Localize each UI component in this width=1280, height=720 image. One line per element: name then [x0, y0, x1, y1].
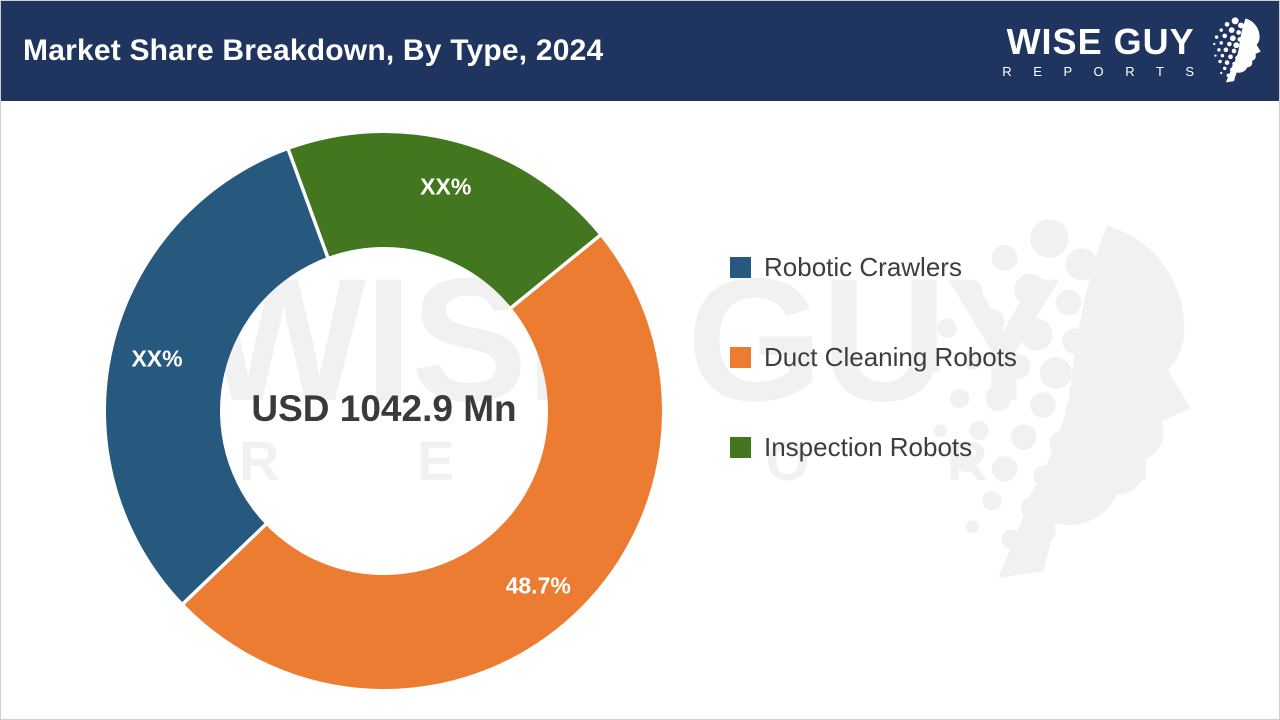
slice-separator	[286, 147, 330, 260]
chart-center-value: USD 1042.9 Mn	[251, 388, 517, 429]
slice-percentage-label: XX%	[420, 173, 471, 199]
wise-guy-reports-logo: WISE GUY R E P O R T S	[998, 10, 1263, 92]
donut-slice	[183, 235, 662, 689]
slice-percentage-label: XX%	[131, 345, 182, 371]
donut-chart: XX% 48.7% XX%	[105, 132, 662, 689]
slice-separator	[180, 521, 269, 607]
slice-percentage-label: 48.7%	[506, 573, 571, 599]
logo-wordmark: WISE GUY	[1006, 21, 1195, 62]
legend-item: Robotic Crawlers	[730, 254, 1017, 280]
donut-slice	[105, 149, 328, 604]
page-title: Market Share Breakdown, By Type, 2024	[23, 34, 604, 67]
legend-label: Duct Cleaning Robots	[764, 342, 1017, 372]
donut-slice	[288, 132, 600, 308]
legend-swatch	[730, 256, 751, 278]
legend-swatch	[730, 436, 751, 458]
legend-swatch	[730, 346, 751, 368]
legend-item: Inspection Robots	[730, 434, 1017, 460]
legend-label: Robotic Crawlers	[764, 252, 962, 282]
dotted-face-profile-icon	[1213, 17, 1261, 83]
chart-legend: Robotic Crawlers Duct Cleaning Robots Insp…	[730, 254, 1017, 524]
logo-text: WISE GUY R E P O R T S	[998, 21, 1203, 79]
legend-label: Inspection Robots	[764, 432, 973, 462]
header-bar: Market Share Breakdown, By Type, 2024 WI…	[1, 1, 1279, 101]
slice-separator	[508, 233, 603, 311]
logo-reports-text: R E P O R T S	[1002, 64, 1203, 79]
legend-item: Duct Cleaning Robots	[730, 344, 1017, 370]
